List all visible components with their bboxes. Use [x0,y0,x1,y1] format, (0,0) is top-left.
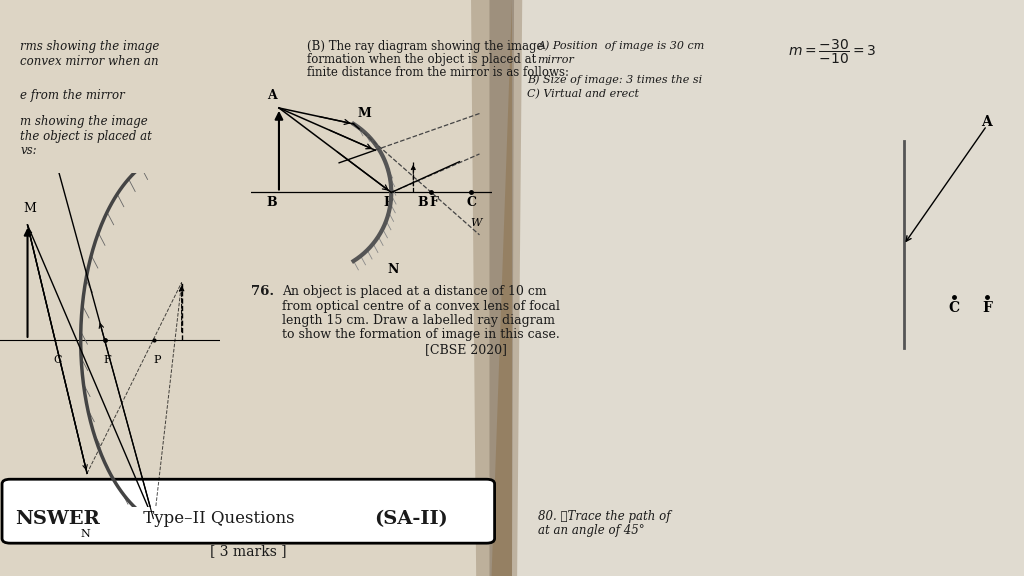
Text: (B) The ray diagram showing the image: (B) The ray diagram showing the image [307,40,544,54]
Text: A: A [982,115,992,128]
Text: P: P [154,355,161,365]
Text: W: W [470,218,481,228]
Text: B: B [417,196,428,209]
Text: [ 3 marks ]: [ 3 marks ] [210,544,287,558]
Text: [CBSE 2020]: [CBSE 2020] [425,343,507,356]
Polygon shape [512,0,1024,576]
Text: NSWER: NSWER [15,510,100,528]
Text: (SA-II): (SA-II) [374,510,447,528]
Text: 76.: 76. [251,285,274,298]
Text: M: M [357,107,372,120]
Text: rms showing the image: rms showing the image [20,40,160,54]
Text: B) Size of image: 3 times the si: B) Size of image: 3 times the si [527,75,702,85]
Text: length 15 cm. Draw a labelled ray diagram: length 15 cm. Draw a labelled ray diagra… [282,314,555,327]
Text: An object is placed at a distance of 10 cm: An object is placed at a distance of 10 … [282,285,546,298]
Polygon shape [0,0,1024,69]
Text: vs:: vs: [20,144,37,157]
Text: Type–II Questions: Type–II Questions [138,510,300,527]
Text: finite distance from the mirror is as follows:: finite distance from the mirror is as fo… [307,66,569,79]
FancyBboxPatch shape [2,479,495,543]
Text: C) Virtual and erect: C) Virtual and erect [527,89,639,100]
Polygon shape [0,0,512,576]
Text: m showing the image: m showing the image [20,115,148,128]
Text: N: N [387,263,399,276]
Text: B: B [266,196,278,209]
Text: A: A [267,89,276,102]
Text: mirror: mirror [538,55,574,65]
Text: F: F [103,355,112,365]
Text: A) Position  of image is 30 cm: A) Position of image is 30 cm [538,40,705,51]
Text: $m = \dfrac{-30}{-10} = 3$: $m = \dfrac{-30}{-10} = 3$ [788,37,877,66]
Text: e from the mirror: e from the mirror [20,89,125,103]
Text: the object is placed at: the object is placed at [20,130,153,143]
Text: C: C [53,355,62,365]
Text: formation when the object is placed at: formation when the object is placed at [307,53,537,66]
Text: at an angle of 45°: at an angle of 45° [538,524,644,537]
Text: F: F [429,196,438,209]
Text: convex mirror when an: convex mirror when an [20,55,159,68]
Text: from optical centre of a convex lens of focal: from optical centre of a convex lens of … [282,300,559,313]
Text: M: M [24,203,37,215]
Polygon shape [489,0,514,576]
Text: P: P [383,196,393,209]
Text: F: F [982,301,992,315]
Text: N: N [80,529,90,539]
Text: to show the formation of image in this case.: to show the formation of image in this c… [282,328,559,342]
Text: C: C [948,301,959,315]
Text: C: C [467,196,476,209]
Text: 80. ⒸTrace the path of: 80. ⒸTrace the path of [538,510,671,523]
Polygon shape [471,0,522,576]
